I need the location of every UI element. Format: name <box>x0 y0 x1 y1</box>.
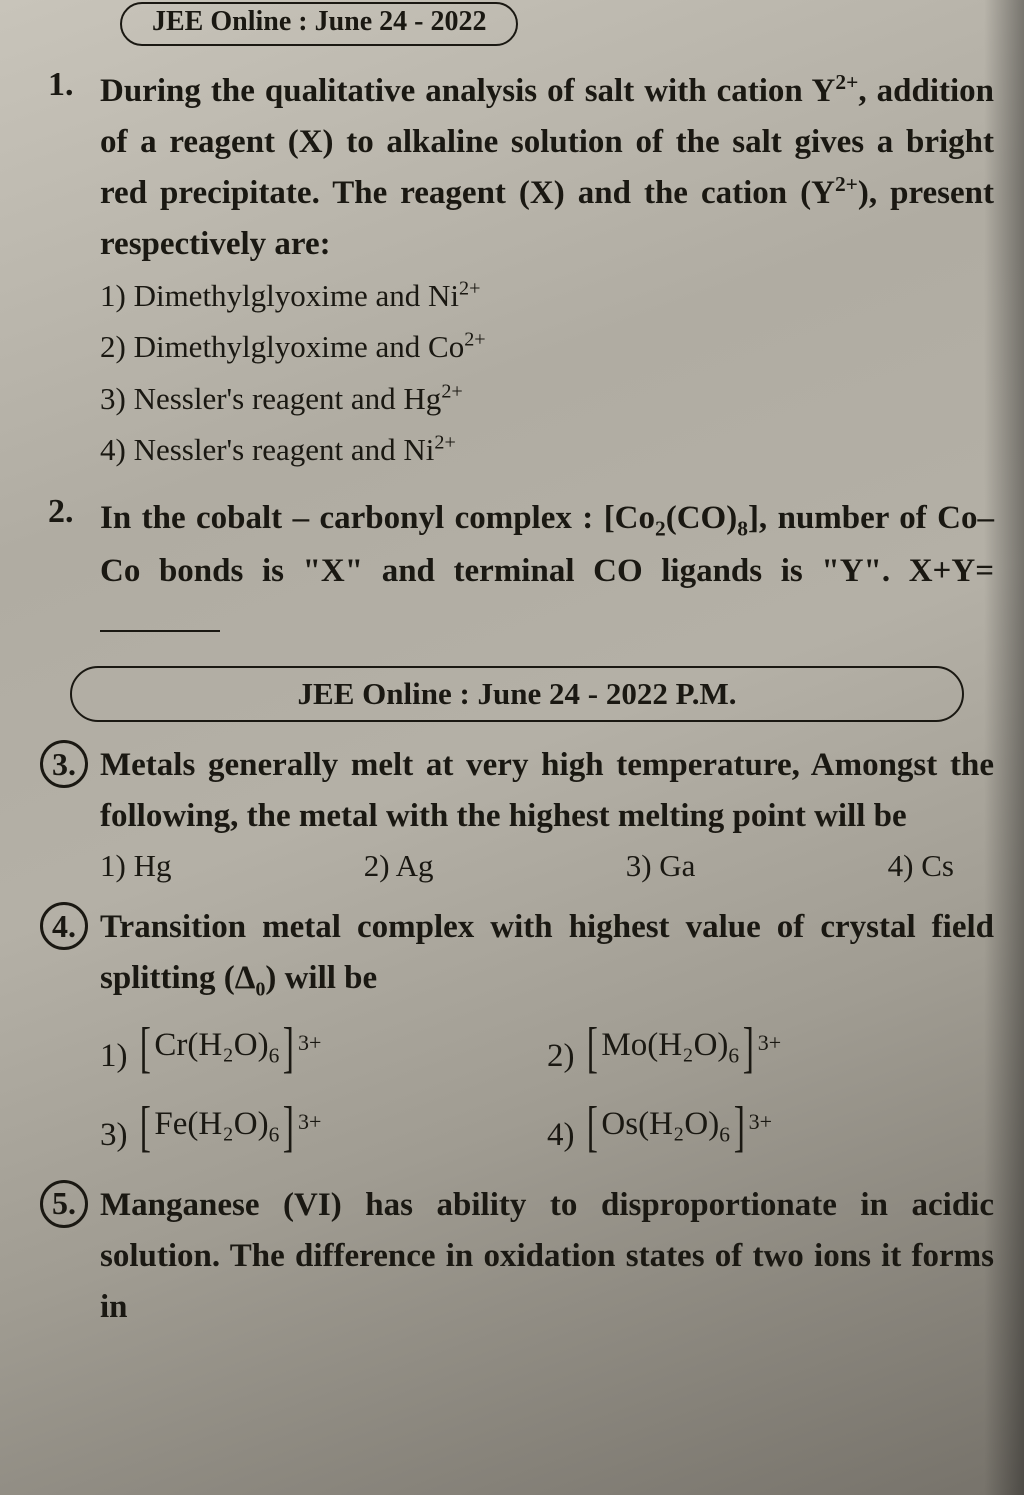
q4-number: 4. <box>40 902 88 950</box>
q5-number: 5. <box>40 1180 88 1228</box>
q3-options: 1) Hg 2) Ag 3) Ga 4) Cs <box>40 848 994 884</box>
q3-number: 3. <box>40 740 88 788</box>
question-1: 1. During the qualitative analysis of sa… <box>40 66 994 475</box>
q4-opt2-prefix: 2) <box>547 1038 583 1074</box>
q1-text: During the qualitative analysis of salt … <box>100 66 994 271</box>
divider-tab: JEE Online : June 24 - 2022 P.M. <box>70 666 964 722</box>
q3-opt4: 4) Cs <box>888 848 954 884</box>
q4-opt1-n: 6 <box>269 1044 280 1068</box>
q4-opt1-metal: Cr <box>154 1027 187 1063</box>
q4-opt2: 2) [Mo(H₂O)6]3+ <box>547 1026 994 1075</box>
q4-opt3: 3) [Fe(H₂O)6]3+ <box>100 1105 547 1154</box>
q2-blank <box>100 630 220 632</box>
q4-opt3-n: 6 <box>269 1123 280 1147</box>
q4-opt2-chg: 3+ <box>758 1030 781 1056</box>
question-5: 5. Manganese (VI) has ability to disprop… <box>40 1180 994 1333</box>
q4-opt4-lig: H₂O <box>649 1106 708 1142</box>
q5-text: Manganese (VI) has ability to disproport… <box>100 1180 994 1333</box>
q4-text-b: ) will be <box>265 960 377 996</box>
q4-opt4-prefix: 4) <box>547 1117 583 1153</box>
q3-opt3: 3) Ga <box>626 848 696 884</box>
q4-options: 1) [Cr(H₂O)6]3+ 2) [Mo(H₂O)6]3+ 3) [Fe(H… <box>40 1026 994 1154</box>
q4-opt4: 4) [Os(H₂O)6]3+ <box>547 1105 994 1154</box>
q1-opt1: 1) Dimethylglyoxime and Ni2+ <box>100 271 994 321</box>
q1-options: 1) Dimethylglyoxime and Ni2+ 2) Dimethyl… <box>40 271 994 475</box>
q4-opt2-n: 6 <box>728 1044 739 1068</box>
q4-opt1-chg: 3+ <box>298 1030 321 1056</box>
q3-opt2: 2) Ag <box>364 848 434 884</box>
q4-opt3-lig: H₂O <box>198 1106 257 1142</box>
question-2: 2. In the cobalt – carbonyl complex : [C… <box>40 493 994 648</box>
q1-number: 1. <box>40 66 100 104</box>
header-tab: JEE Online : June 24 - 2022 <box>120 2 518 46</box>
question-4: 4. Transition metal complex with highest… <box>40 902 994 1153</box>
q2-text: In the cobalt – carbonyl complex : [Co2(… <box>100 493 994 648</box>
q4-opt2-lig: H₂O <box>658 1027 717 1063</box>
page-shadow <box>984 0 1024 1495</box>
q4-opt1-prefix: 1) <box>100 1038 136 1074</box>
q4-opt1: 1) [Cr(H₂O)6]3+ <box>100 1026 547 1075</box>
q4-text: Transition metal complex with highest va… <box>100 902 994 1005</box>
q1-opt3: 3) Nessler's reagent and Hg2+ <box>100 374 994 424</box>
q4-opt2-metal: Mo <box>601 1027 647 1063</box>
q4-opt3-metal: Fe <box>154 1106 187 1142</box>
q1-opt2: 2) Dimethylglyoxime and Co2+ <box>100 322 994 372</box>
q3-opt1: 1) Hg <box>100 848 171 884</box>
q4-opt3-prefix: 3) <box>100 1117 136 1153</box>
q4-opt4-metal: Os <box>601 1106 638 1142</box>
q2-text-a: In the cobalt – carbonyl complex : [Co <box>100 500 655 536</box>
q4-opt4-n: 6 <box>719 1123 730 1147</box>
q2-number: 2. <box>40 493 100 531</box>
q2-text-b: (CO) <box>666 500 737 536</box>
q1-opt4: 4) Nessler's reagent and Ni2+ <box>100 425 994 475</box>
q4-opt4-chg: 3+ <box>749 1109 772 1135</box>
question-3: 3. Metals generally melt at very high te… <box>40 740 994 884</box>
q3-text: Metals generally melt at very high tempe… <box>100 740 994 842</box>
q4-opt1-lig: H₂O <box>198 1027 257 1063</box>
q4-text-a: Transition metal complex with highest va… <box>100 909 994 996</box>
q4-opt3-chg: 3+ <box>298 1109 321 1135</box>
